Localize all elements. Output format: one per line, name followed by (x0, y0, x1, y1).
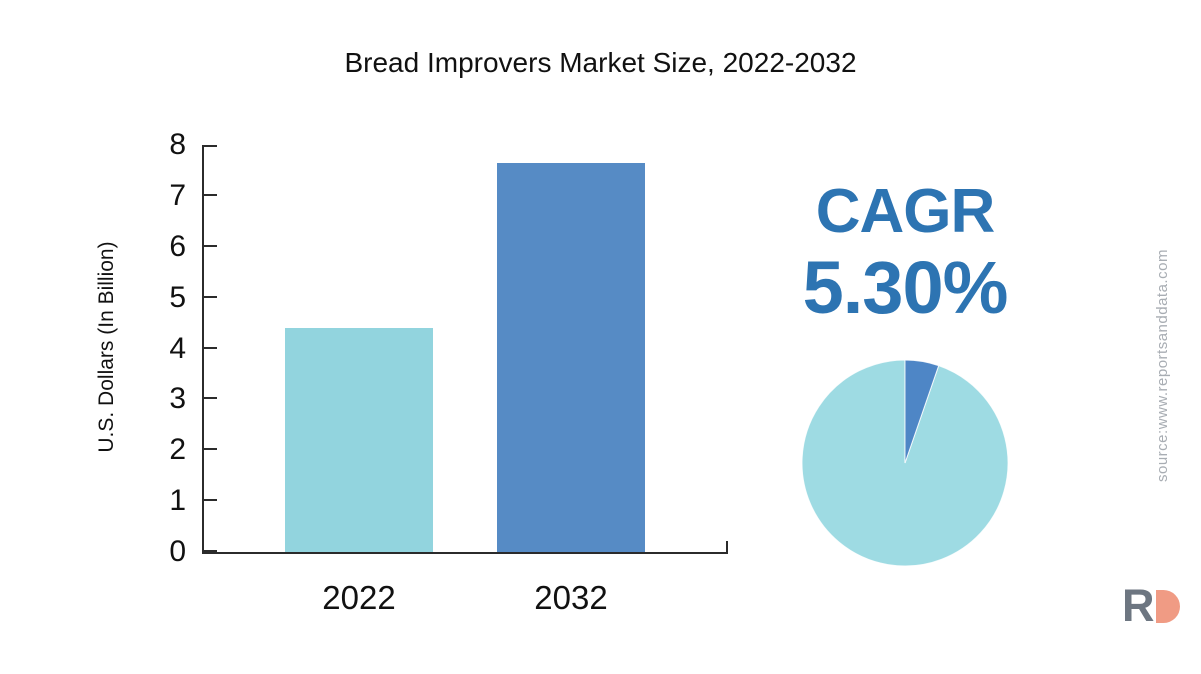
cagr-label: CAGR (815, 177, 996, 246)
pie-slice-remainder (801, 359, 1009, 567)
y-axis-tick-8 (204, 145, 217, 147)
y-axis-tick-1 (204, 499, 217, 502)
bar-2022 (285, 328, 433, 552)
pie-slice-cagr-share (904, 359, 940, 464)
cagr-block: CAGR 5.30% (788, 178, 1022, 330)
logo-letter-d-shape (1155, 590, 1180, 623)
y-axis-tick-label-1: 1 (169, 484, 186, 518)
source-attribution: source:www.reportsanddata.com (1154, 249, 1171, 483)
y-axis-label: U.S. Dollars (In Billion) (95, 241, 118, 453)
cagr-pie-chart (801, 359, 1009, 567)
bar-2032 (497, 162, 645, 552)
y-axis-tick-label-8: 8 (169, 128, 186, 161)
y-axis-tick-label-5: 5 (169, 280, 186, 314)
logo-letter-r: R (1122, 580, 1155, 631)
y-axis-tick-label-4: 4 (169, 331, 186, 365)
y-axis-tick-2 (204, 448, 217, 451)
y-axis-tick-4 (204, 346, 217, 349)
bar-chart-plot-area: 0 1 2 3 4 5 6 7 8 2022 2032 (169, 128, 728, 616)
y-axis-tick-label-3: 3 (169, 382, 186, 416)
y-axis-tick-6 (204, 244, 217, 247)
y-axis-tick-5 (204, 295, 217, 298)
reports-and-data-logo: R (1122, 580, 1180, 631)
y-axis-tick-label-2: 2 (169, 433, 186, 467)
y-axis-tick-label-6: 6 (169, 229, 186, 263)
x-axis-label-2022: 2022 (322, 579, 396, 616)
cagr-value: 5.30% (802, 246, 1009, 329)
y-axis-tick-3 (204, 397, 217, 400)
y-axis-tick-7 (204, 193, 217, 196)
y-axis-tick-label-0: 0 (169, 535, 186, 568)
chart-title: Bread Improvers Market Size, 2022-2032 (344, 47, 857, 78)
y-axis-tick-label-7: 7 (169, 178, 186, 212)
x-axis-label-2032: 2032 (534, 579, 608, 616)
x-axis-end-tick (726, 541, 728, 552)
y-axis-tick-0 (204, 550, 217, 552)
